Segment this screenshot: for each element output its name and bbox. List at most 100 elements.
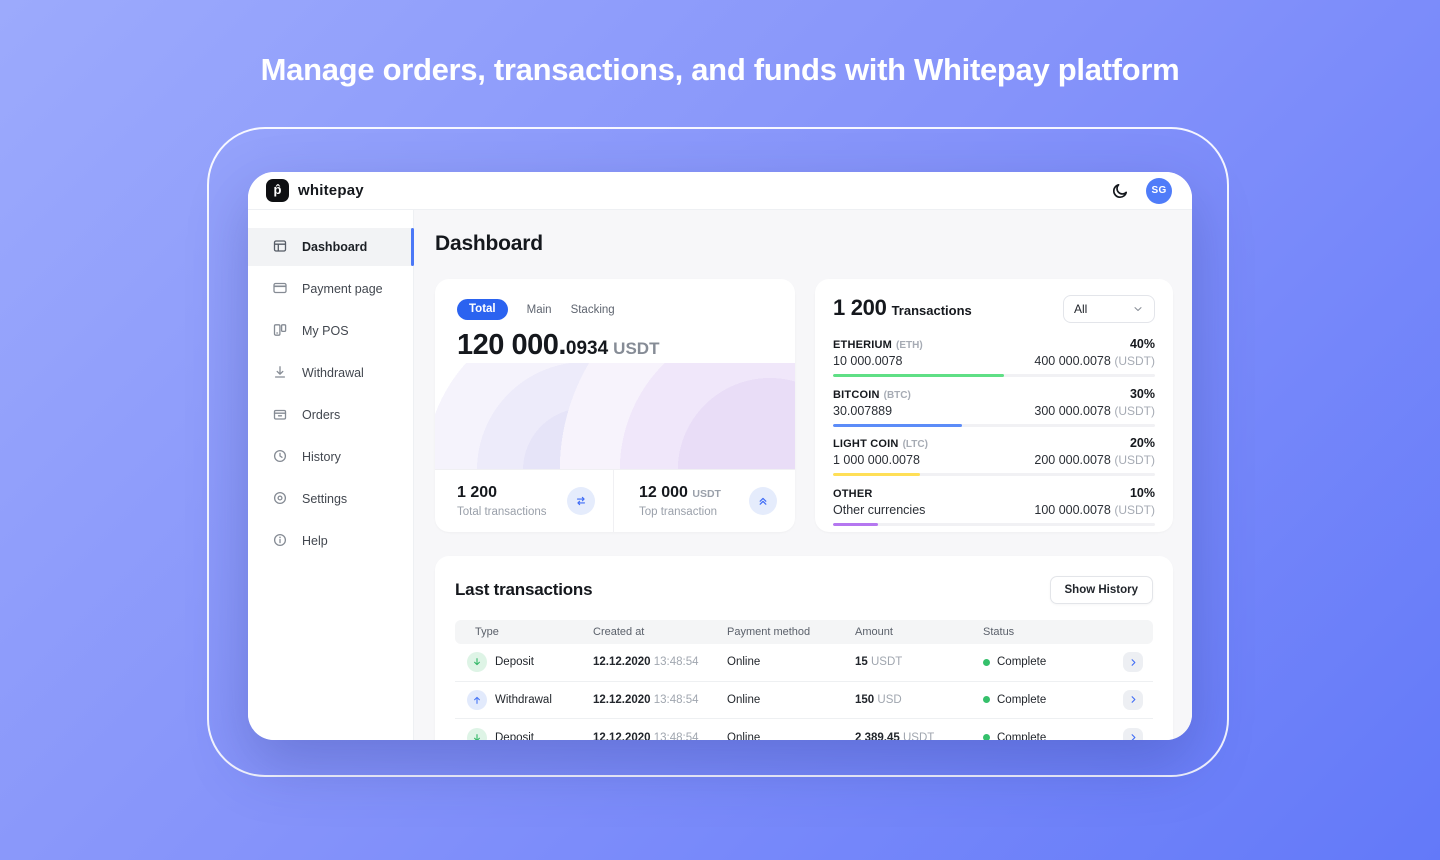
transaction-currency: USDT bbox=[871, 656, 903, 669]
status-dot bbox=[983, 696, 990, 704]
user-avatar[interactable]: SG bbox=[1146, 177, 1172, 204]
sidebar-item-settings[interactable]: Settings bbox=[248, 480, 413, 518]
currency-percent: 20% bbox=[1129, 436, 1155, 450]
currency-ticker: (ETH) bbox=[896, 340, 923, 351]
main-content: Dashboard Total Main Stacking 120 000.09… bbox=[414, 210, 1192, 740]
sidebar-item-label: History bbox=[302, 450, 341, 464]
last-transactions-title: Last transactions bbox=[455, 580, 593, 599]
currency-usdt-value: 100 000.0078 (USDT) bbox=[1034, 502, 1155, 517]
transaction-date: 12.12.2020 bbox=[593, 656, 651, 669]
sidebar-item-withdrawal[interactable]: Withdrawal bbox=[248, 354, 413, 392]
progress-fill bbox=[833, 522, 879, 526]
balance-fraction: 0934 bbox=[565, 338, 609, 359]
payment-method: Online bbox=[727, 731, 761, 740]
currency-name: BITCOIN bbox=[833, 388, 880, 401]
progress-track bbox=[833, 423, 1155, 427]
transfer-arrows-icon[interactable] bbox=[567, 487, 595, 515]
column-payment-method: Payment method bbox=[727, 626, 811, 638]
currency-ticker: (LTC) bbox=[902, 439, 928, 450]
table-header: Type Created at Payment method Amount St… bbox=[455, 620, 1153, 644]
page-title: Manage orders, transactions, and funds w… bbox=[260, 52, 1180, 87]
dark-mode-moon-icon[interactable] bbox=[1111, 181, 1130, 200]
whitepay-logo-icon: p̂ bbox=[266, 179, 289, 202]
status-dot bbox=[983, 734, 990, 740]
table-row[interactable]: Deposit 12.12.2020 13:48:54 Online 15 US… bbox=[455, 644, 1153, 682]
payment-method: Online bbox=[727, 656, 761, 669]
stat-label: Total transactions bbox=[457, 506, 547, 518]
double-chevron-up-icon[interactable] bbox=[749, 487, 777, 515]
dashboard-heading: Dashboard bbox=[435, 232, 543, 255]
gear-icon bbox=[272, 490, 288, 509]
currency-row-bitcoin: BITCOIN (BTC) 30% 30.007889 300 000.0078… bbox=[833, 387, 1155, 427]
progress-fill bbox=[833, 473, 920, 476]
sidebar-item-label: Settings bbox=[302, 492, 348, 506]
withdrawal-arrow-up-icon bbox=[467, 689, 487, 710]
currency-name: LIGHT COIN bbox=[833, 438, 899, 450]
sidebar-item-orders[interactable]: Orders bbox=[248, 396, 413, 434]
app-window: p̂ whitepay SG Dashboard Payment page My… bbox=[248, 172, 1192, 740]
stat-value: 1 200 bbox=[457, 484, 498, 501]
total-balance: 120 000.0934 USDT bbox=[457, 329, 659, 362]
progress-track bbox=[833, 473, 1155, 476]
table-row[interactable]: Deposit 12.12.2020 13:48:54 Online 2 389… bbox=[455, 719, 1153, 740]
sidebar: Dashboard Payment page My POS Withdrawal… bbox=[248, 210, 414, 740]
row-details-chevron-button[interactable] bbox=[1123, 652, 1143, 673]
currency-ticker: (BTC) bbox=[883, 389, 911, 401]
sidebar-item-history[interactable]: History bbox=[248, 438, 413, 476]
balance-currency: USDT bbox=[613, 339, 660, 358]
balance-card: Total Main Stacking 120 000.0934 USDT 1 2… bbox=[435, 279, 795, 532]
column-status: Status bbox=[983, 626, 1015, 638]
sidebar-item-label: Dashboard bbox=[302, 240, 368, 254]
clock-icon bbox=[272, 448, 288, 467]
sidebar-item-help[interactable]: Help bbox=[248, 522, 413, 560]
sidebar-item-my-pos[interactable]: My POS bbox=[248, 312, 413, 350]
transaction-currency: USD bbox=[877, 693, 902, 706]
sidebar-item-label: Help bbox=[302, 534, 328, 548]
transactions-summary-card: 1 200 Transactions All ETHERIUM (ETH) 40% bbox=[815, 279, 1173, 532]
stat-total-transactions: 1 200 Total transactions bbox=[435, 470, 613, 532]
sidebar-item-label: Orders bbox=[302, 408, 341, 422]
currency-percent: 10% bbox=[1129, 485, 1155, 500]
brand-logo[interactable]: p̂ whitepay bbox=[266, 179, 364, 202]
transaction-date: 12.12.2020 bbox=[593, 731, 651, 740]
currency-row-lightcoin: LIGHT COIN (LTC) 20% 1 000 000.0078 200 … bbox=[833, 436, 1155, 476]
show-history-button[interactable]: Show History bbox=[1049, 576, 1153, 604]
currency-amount: 30.007889 bbox=[833, 403, 893, 418]
currency-row-other: OTHER 10% Other currencies 100 000.0078 … bbox=[833, 486, 1155, 526]
currency-amount: Other currencies bbox=[833, 502, 926, 517]
currency-usdt-value: 300 000.0078 (USDT) bbox=[1034, 403, 1155, 418]
row-details-chevron-button[interactable] bbox=[1123, 689, 1143, 710]
sidebar-item-label: Payment page bbox=[302, 282, 383, 296]
tab-main[interactable]: Main bbox=[526, 303, 552, 316]
currency-name: OTHER bbox=[833, 487, 873, 500]
currency-filter-dropdown[interactable]: All bbox=[1063, 295, 1155, 323]
stat-top-transaction: 12 000 USDT Top transaction bbox=[613, 470, 795, 532]
brand-name: whitepay bbox=[298, 182, 364, 199]
currency-usdt-value: 200 000.0078 (USDT) bbox=[1034, 453, 1155, 467]
column-created-at: Created at bbox=[593, 626, 645, 638]
row-details-chevron-button[interactable] bbox=[1123, 727, 1143, 740]
progress-fill bbox=[833, 374, 1004, 377]
column-type: Type bbox=[475, 626, 499, 638]
sidebar-item-dashboard[interactable]: Dashboard bbox=[248, 228, 414, 266]
currency-amount: 10 000.0078 bbox=[833, 354, 903, 368]
currency-usdt-value: 400 000.0078 (USDT) bbox=[1034, 354, 1155, 368]
table-row[interactable]: Withdrawal 12.12.2020 13:48:54 Online 15… bbox=[455, 682, 1153, 719]
currency-amount: 1 000 000.0078 bbox=[833, 453, 920, 467]
tab-total[interactable]: Total bbox=[457, 299, 508, 320]
tab-stacking[interactable]: Stacking bbox=[570, 303, 615, 316]
decorative-frame bbox=[207, 127, 1229, 777]
last-transactions-card: Last transactions Show History Type Crea… bbox=[435, 556, 1173, 740]
payment-method: Online bbox=[727, 693, 761, 706]
stat-unit: USDT bbox=[692, 488, 721, 500]
transaction-time: 13:48:54 bbox=[653, 693, 699, 706]
status-label: Complete bbox=[997, 656, 1047, 669]
pos-terminal-icon bbox=[272, 322, 288, 341]
topbar: p̂ whitepay SG bbox=[248, 172, 1192, 210]
currency-percent: 40% bbox=[1129, 337, 1155, 351]
sidebar-item-payment-page[interactable]: Payment page bbox=[248, 270, 413, 308]
status-label: Complete bbox=[997, 693, 1047, 706]
transaction-type: Deposit bbox=[495, 656, 534, 669]
chevron-down-icon bbox=[1132, 303, 1144, 315]
transaction-amount: 150 bbox=[855, 693, 875, 706]
